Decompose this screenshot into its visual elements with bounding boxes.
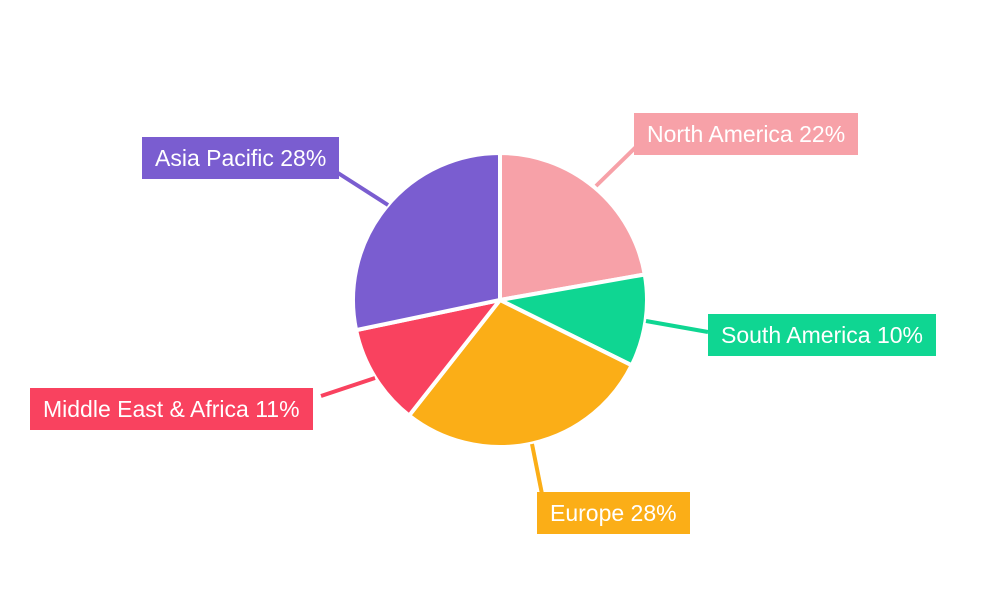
label-middle-east-africa: Middle East & Africa 11% [30,388,313,430]
pie-slice-south-america[interactable] [498,272,649,368]
pie-slice-asia-pacific[interactable] [351,151,502,333]
label-north-america: North America 22% [634,113,859,155]
pie-slice-middle-east-africa[interactable] [354,298,502,418]
leader-line-asia-pacific [336,171,390,207]
pie-slice-europe[interactable] [407,298,634,449]
leader-line-south-america [645,319,709,334]
label-south-america: South America 10% [708,314,937,356]
leader-line-europe [530,443,544,495]
pie-slice-north-america[interactable] [498,151,647,302]
label-asia-pacific: Asia Pacific 28% [142,137,340,179]
label-europe: Europe 28% [537,492,690,534]
leader-line-north-america [594,143,640,188]
leader-line-middle-east-africa [320,376,376,398]
